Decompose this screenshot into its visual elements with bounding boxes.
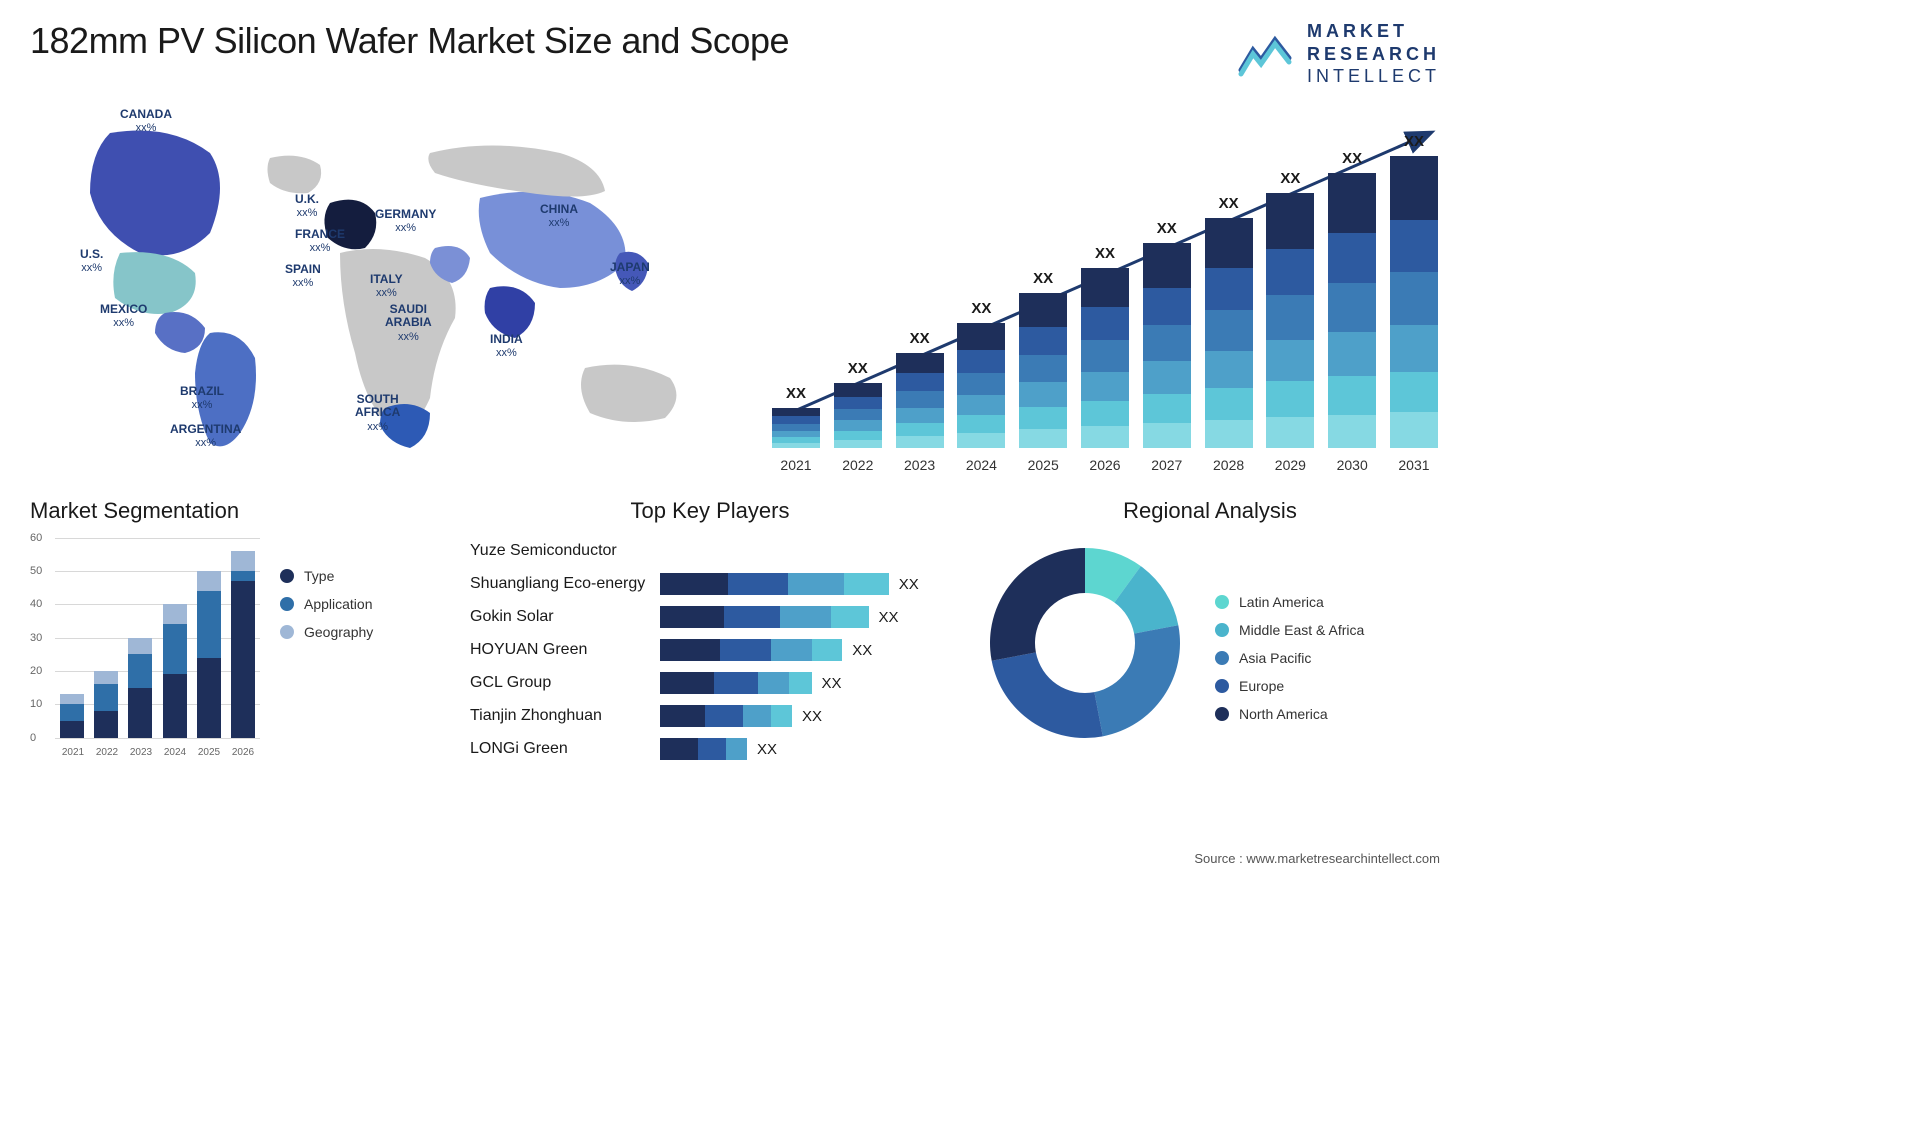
player-row: Yuze Semiconductor (470, 538, 950, 565)
legend-item: Europe (1215, 678, 1364, 694)
segmentation-xlabel: 2024 (160, 747, 190, 758)
logo-icon (1237, 30, 1295, 78)
map-label: GERMANYxx% (375, 208, 436, 236)
world-map-panel: CANADAxx% U.S.xx% MEXICOxx% BRAZILxx% ARGENT… (30, 103, 710, 473)
segmentation-chart: 0102030405060202120222023202420252026 (30, 538, 260, 763)
logo-line2: RESEARCH (1307, 43, 1440, 66)
segmentation-xlabel: 2026 (228, 747, 258, 758)
segmentation-bar (231, 551, 255, 738)
map-label: SPAINxx% (285, 263, 321, 291)
legend-item: Asia Pacific (1215, 650, 1364, 666)
legend-item: Type (280, 568, 373, 584)
segmentation-xlabel: 2025 (194, 747, 224, 758)
growth-year-label: 2026 (1079, 457, 1131, 473)
map-label: CHINAxx% (540, 203, 578, 231)
player-row: Tianjin ZhonghuanXX (470, 703, 950, 730)
growth-year-label: 2030 (1326, 457, 1378, 473)
segmentation-bar (128, 638, 152, 738)
map-label: ITALYxx% (370, 273, 403, 301)
growth-bar: XX (1264, 170, 1316, 448)
map-label: SAUDIARABIAxx% (385, 303, 432, 344)
segmentation-xlabel: 2022 (92, 747, 122, 758)
growth-bar: XX (894, 330, 946, 448)
legend-item: Middle East & Africa (1215, 622, 1364, 638)
growth-bar: XX (1388, 133, 1440, 448)
segmentation-bar (163, 604, 187, 737)
logo-line3: INTELLECT (1307, 65, 1440, 88)
growth-bar: XX (955, 300, 1007, 448)
growth-bar: XX (1017, 270, 1069, 448)
map-label: CANADAxx% (120, 108, 172, 136)
growth-year-label: 2031 (1388, 457, 1440, 473)
segmentation-title: Market Segmentation (30, 498, 440, 524)
legend-item: Geography (280, 624, 373, 640)
growth-bar: XX (1326, 150, 1378, 448)
growth-year-label: 2024 (955, 457, 1007, 473)
source-text: Source : www.marketresearchintellect.com (1194, 851, 1440, 866)
player-row: GCL GroupXX (470, 670, 950, 697)
growth-year-label: 2027 (1141, 457, 1193, 473)
regional-donut-chart (980, 538, 1190, 748)
player-row: LONGi GreenXX (470, 736, 950, 763)
donut-slice (990, 548, 1085, 661)
players-title: Top Key Players (470, 498, 950, 524)
regional-panel: Regional Analysis Latin America Middle Ea… (980, 498, 1440, 769)
donut-slice (992, 652, 1103, 738)
growth-bar: XX (1079, 245, 1131, 448)
segmentation-bar (94, 671, 118, 738)
growth-bar: XX (1141, 220, 1193, 448)
legend-item: North America (1215, 706, 1364, 722)
segmentation-xlabel: 2023 (126, 747, 156, 758)
growth-year-label: 2025 (1017, 457, 1069, 473)
growth-bar: XX (1203, 195, 1255, 448)
growth-year-label: 2022 (832, 457, 884, 473)
growth-bar: XX (832, 360, 884, 448)
segmentation-xlabel: 2021 (58, 747, 88, 758)
player-row: Shuangliang Eco-energyXX (470, 571, 950, 598)
regional-legend: Latin America Middle East & Africa Asia Pa… (1215, 594, 1364, 722)
growth-year-label: 2028 (1203, 457, 1255, 473)
segmentation-legend: Type Application Geography (280, 568, 373, 763)
segmentation-bar (60, 694, 84, 737)
legend-item: Latin America (1215, 594, 1364, 610)
map-label: U.K.xx% (295, 193, 319, 221)
player-row: HOYUAN GreenXX (470, 637, 950, 664)
map-label: INDIAxx% (490, 333, 523, 361)
donut-slice (1094, 625, 1180, 736)
growth-bar-chart: XXXXXXXXXXXXXXXXXXXXXX 20212022202320242… (770, 103, 1440, 473)
player-row: Gokin SolarXX (470, 604, 950, 631)
growth-year-label: 2021 (770, 457, 822, 473)
map-label: JAPANxx% (610, 261, 650, 289)
regional-title: Regional Analysis (980, 498, 1440, 524)
growth-year-label: 2029 (1264, 457, 1316, 473)
map-label: U.S.xx% (80, 248, 103, 276)
map-label: MEXICOxx% (100, 303, 147, 331)
page-title: 182mm PV Silicon Wafer Market Size and S… (30, 20, 789, 62)
map-label: ARGENTINAxx% (170, 423, 241, 451)
map-label: FRANCExx% (295, 228, 345, 256)
map-label: SOUTHAFRICAxx% (355, 393, 400, 434)
map-label: BRAZILxx% (180, 385, 224, 413)
growth-bar: XX (770, 385, 822, 448)
segmentation-bar (197, 571, 221, 738)
segmentation-panel: Market Segmentation 01020304050602021202… (30, 498, 440, 769)
growth-year-label: 2023 (894, 457, 946, 473)
players-panel: Top Key Players Yuze Semiconductor Shuang… (470, 498, 950, 769)
logo-line1: MARKET (1307, 20, 1440, 43)
legend-item: Application (280, 596, 373, 612)
brand-logo: MARKET RESEARCH INTELLECT (1237, 20, 1440, 88)
